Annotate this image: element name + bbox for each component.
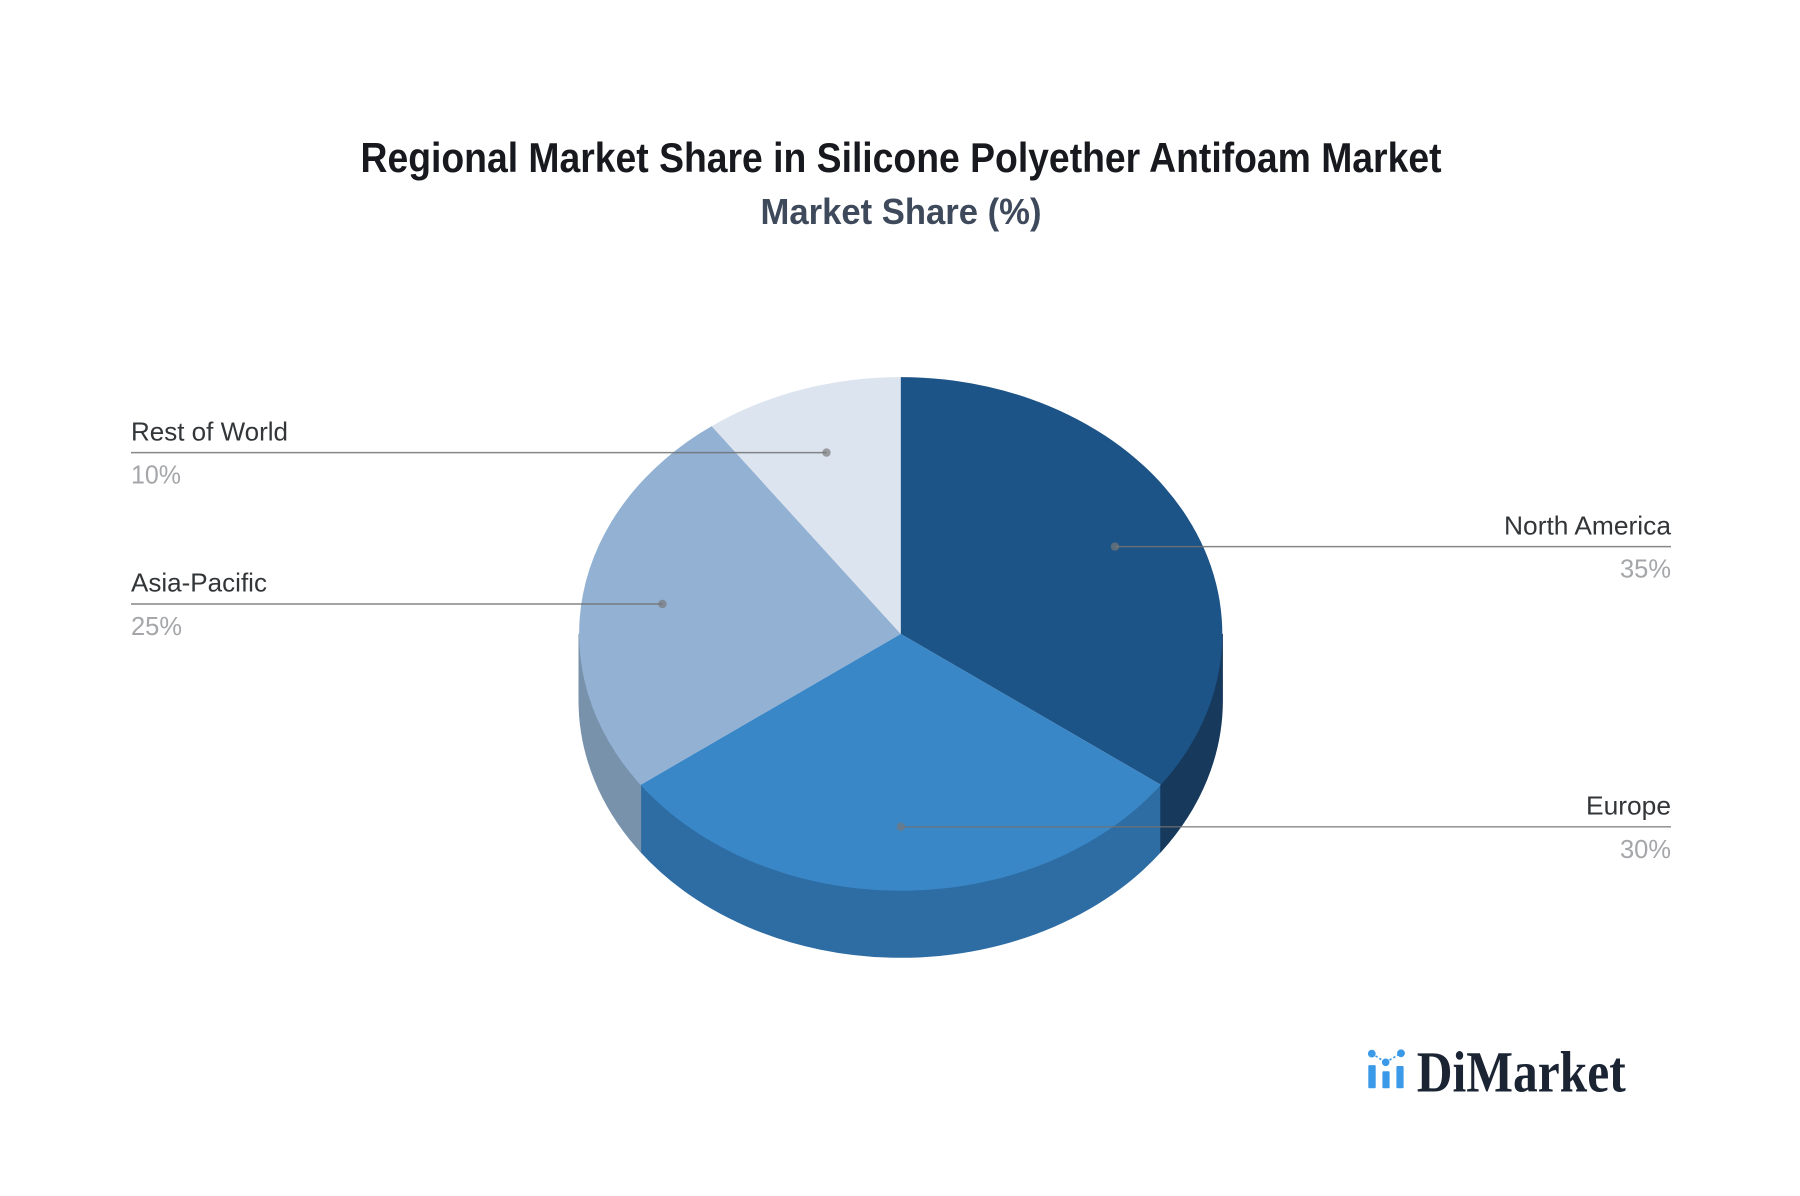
svg-text:35%: 35% [1620, 554, 1671, 584]
svg-text:25%: 25% [131, 611, 182, 641]
svg-text:Asia-Pacific: Asia-Pacific [131, 568, 267, 598]
svg-text:DiMarket: DiMarket [1417, 1039, 1627, 1104]
svg-text:Regional Market Share in Silic: Regional Market Share in Silicone Polyet… [361, 134, 1442, 181]
svg-text:Europe: Europe [1586, 791, 1671, 821]
svg-text:Rest of World: Rest of World [131, 416, 288, 446]
svg-text:North America: North America [1504, 510, 1672, 540]
svg-text:10%: 10% [131, 460, 181, 490]
svg-text:30%: 30% [1620, 834, 1671, 864]
svg-text:Market Share (%): Market Share (%) [761, 191, 1042, 232]
